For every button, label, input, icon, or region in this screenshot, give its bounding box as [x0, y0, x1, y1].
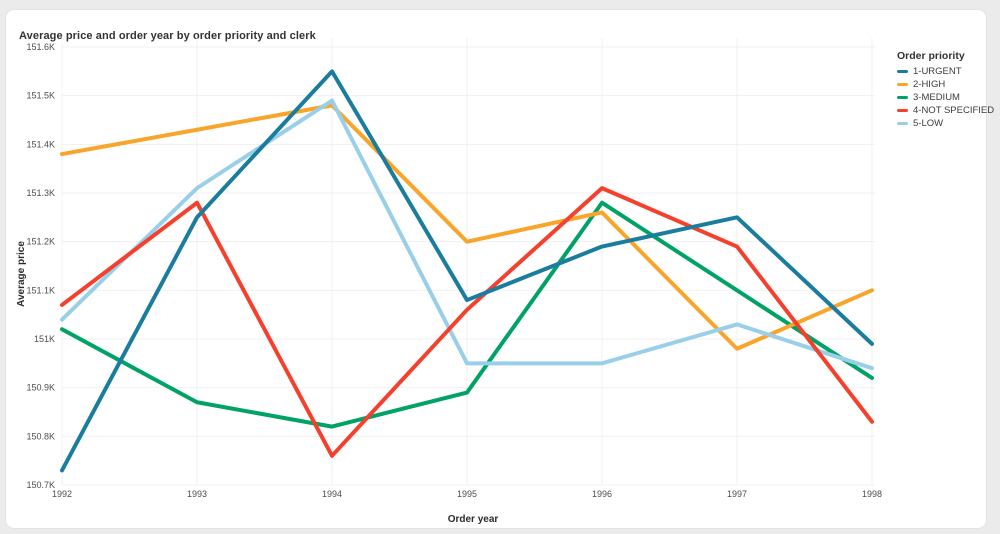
x-tick-label: 1996: [592, 489, 612, 499]
x-tick-label: 1995: [457, 489, 477, 499]
x-tick-label: 1997: [727, 489, 747, 499]
y-tick-label: 151.1K: [26, 285, 55, 295]
chart-title: Average price and order year by order pr…: [19, 30, 316, 42]
legend-item-2-high[interactable]: 2-HIGH: [897, 78, 1000, 91]
legend-title: Order priority: [897, 50, 965, 62]
y-tick-label: 151.6K: [26, 42, 55, 52]
x-tick-label: 1998: [862, 489, 882, 499]
y-tick-label: 150.8K: [26, 431, 55, 441]
series-line-2-high[interactable]: [60, 103, 874, 351]
x-tick-label: 1993: [187, 489, 207, 499]
x-tick-label: 1994: [322, 489, 342, 499]
legend-item-label: 3-MEDIUM: [913, 92, 960, 103]
gridlines: [61, 38, 875, 486]
legend-item-label: 4-NOT SPECIFIED: [913, 105, 995, 116]
legend-item-1-urgent[interactable]: 1-URGENT: [897, 65, 1000, 78]
legend-item-label: 5-LOW: [913, 118, 944, 129]
x-axis-title: Order year: [447, 514, 499, 525]
y-tick-label: 151.2K: [26, 237, 55, 247]
legend-item-4-not-specified[interactable]: 4-NOT SPECIFIED: [897, 104, 1000, 117]
series-line-3-medium[interactable]: [60, 200, 874, 429]
y-tick-label: 151.4K: [26, 139, 55, 149]
y-tick-label: 151K: [34, 334, 55, 344]
x-tick-label: 1992: [52, 489, 72, 499]
series-line-4-not-specified[interactable]: [60, 186, 874, 458]
legend-swatch-icon: [897, 70, 908, 73]
series-line-5-low[interactable]: [60, 98, 874, 371]
y-tick-label: 150.7K: [26, 480, 55, 490]
y-tick-label: 150.9K: [26, 383, 55, 393]
legend-item-label: 1-URGENT: [913, 66, 962, 77]
legend-item-5-low[interactable]: 5-LOW: [897, 117, 1000, 130]
legend-swatch-icon: [897, 109, 908, 112]
legend-item-label: 2-HIGH: [913, 79, 946, 90]
legend-items: 1-URGENT 2-HIGH 3-MEDIUM 4-NOT SPECIFIED 5-L…: [897, 65, 1000, 130]
y-tick-label: 151.3K: [26, 188, 55, 198]
legend-item-3-medium[interactable]: 3-MEDIUM: [897, 91, 1000, 104]
legend: Order priority 1-URGENT 2-HIGH 3-MEDIUM 4-N…: [897, 50, 1000, 130]
series-line-1-urgent[interactable]: [60, 69, 874, 473]
legend-swatch-icon: [897, 122, 908, 125]
y-tick-label: 151.5K: [26, 91, 55, 101]
legend-swatch-icon: [897, 96, 908, 99]
legend-swatch-icon: [897, 83, 908, 86]
